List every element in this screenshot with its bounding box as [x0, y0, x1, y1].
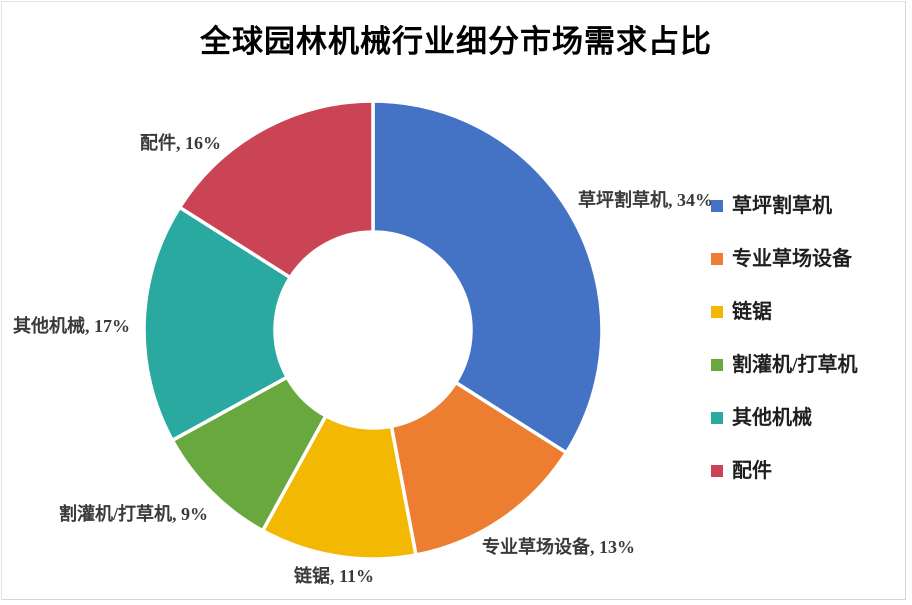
- legend-swatch-icon: [711, 200, 723, 212]
- legend-label-3: 链锯: [732, 301, 772, 323]
- pie-slice-5: [142, 204, 293, 443]
- data-label-1: 草坪割草机, 34%: [578, 190, 713, 210]
- chart-title: 全球园林机械行业细分市场需求占比: [200, 24, 712, 59]
- legend-label-4: 割灌机/打草机: [732, 354, 858, 376]
- legend-label-5: 其他机械: [732, 407, 812, 429]
- data-label-2: 专业草场设备, 13%: [482, 537, 635, 557]
- legend-item-1: 草坪割草机: [711, 194, 858, 218]
- data-label-3: 链锯, 11%: [294, 566, 375, 586]
- data-label-5: 其他机械, 17%: [13, 316, 130, 336]
- pie-slice-2: [389, 380, 569, 557]
- pie-slice-6: [177, 99, 375, 280]
- legend-label-1: 草坪割草机: [732, 195, 832, 217]
- legend-item-5: 其他机械: [711, 406, 858, 430]
- legend-swatch-icon: [711, 465, 723, 477]
- legend-swatch-icon: [711, 359, 723, 371]
- legend-swatch-icon: [711, 306, 723, 318]
- legend-swatch-icon: [711, 253, 723, 265]
- legend-item-3: 链锯: [711, 300, 858, 324]
- data-label-6: 配件, 16%: [140, 133, 221, 153]
- legend: 草坪割草机专业草场设备 链锯割灌机/打草机 其他机械配件: [711, 194, 858, 483]
- data-label-4: 割灌机/打草机, 9%: [59, 504, 209, 524]
- pie-slice-1: [371, 99, 604, 456]
- legend-item-6: 配件: [711, 459, 858, 483]
- legend-swatch-icon: [711, 412, 723, 424]
- legend-item-4: 割灌机/打草机: [711, 353, 858, 377]
- legend-label-6: 配件: [732, 460, 772, 482]
- legend-item-2: 专业草场设备: [711, 247, 858, 271]
- legend-label-2: 专业草场设备: [732, 248, 852, 270]
